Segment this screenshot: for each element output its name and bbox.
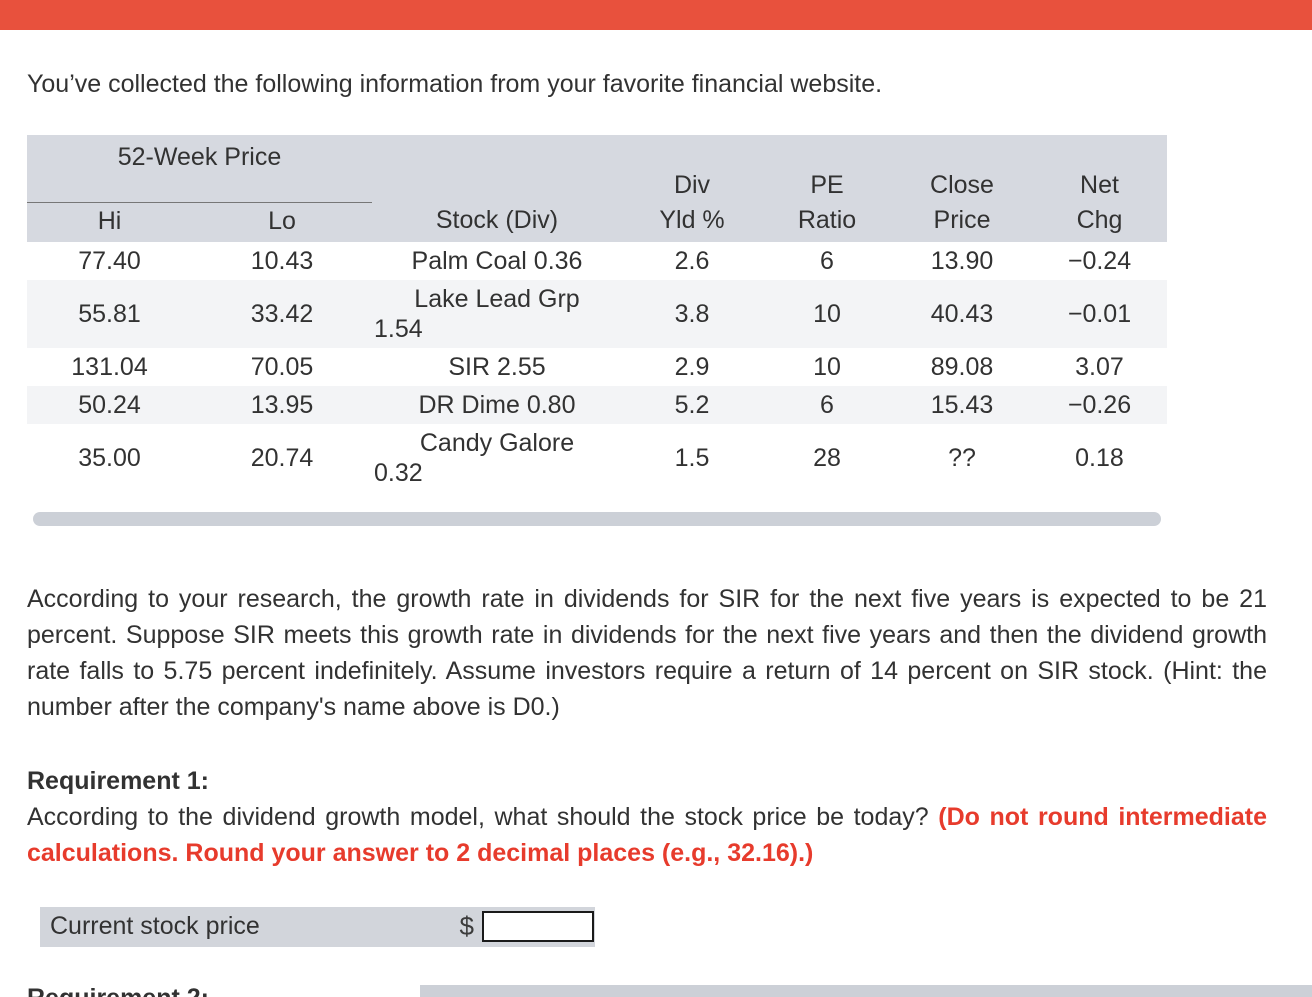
col-header-4: Yld % bbox=[622, 202, 762, 242]
col-header-top-5: PE bbox=[762, 171, 892, 202]
cell-div-yld: 2.9 bbox=[674, 352, 710, 381]
stock-row-1: 77.40 10.43 Palm Coal 0.36 2.6 6 13.90 −0.24 bbox=[27, 242, 1167, 280]
cell-net-chg: 3.07 bbox=[1075, 352, 1124, 381]
cell-close-price: 40.43 bbox=[930, 299, 994, 328]
col-header-3: Stock (Div) bbox=[372, 202, 622, 242]
header-spacer-6 bbox=[892, 135, 1032, 171]
col-header-top-3 bbox=[372, 171, 622, 202]
cell-div-yld: 2.6 bbox=[674, 246, 710, 275]
dollar-sign: $ bbox=[459, 911, 474, 941]
cell-pe-ratio: 10 bbox=[813, 299, 841, 328]
header-spacer-7 bbox=[1032, 135, 1167, 171]
cell-stock: Palm Coal 0.36 bbox=[372, 242, 622, 280]
stock-row-4: 50.24 13.95 DR Dime 0.80 5.2 6 15.43 −0.26 bbox=[27, 385, 1167, 424]
col-header-top-6: Close bbox=[892, 171, 1032, 202]
header-spacer-3 bbox=[372, 135, 622, 171]
cell-pe-ratio: 6 bbox=[820, 390, 834, 419]
next-section-bar bbox=[420, 985, 1312, 997]
stock-name: SIR 2.55 bbox=[448, 352, 546, 381]
horizontal-scrollbar[interactable] bbox=[33, 511, 1161, 526]
top-accent-bar bbox=[0, 0, 1312, 30]
stock-div-continued: 0.32 bbox=[374, 458, 423, 487]
assignment-content: You’ve collected the following informati… bbox=[0, 70, 1312, 947]
cell-pe-ratio: 6 bbox=[820, 246, 834, 275]
cell-net-chg: −0.26 bbox=[1067, 390, 1132, 419]
cell-lo: 10.43 bbox=[250, 246, 314, 275]
stock-div-continued: 1.54 bbox=[374, 314, 423, 343]
stock-row-5: 35.00 20.74 Candy Galore 0.32 1.5 28?? 0.18 bbox=[27, 424, 1167, 492]
col-header-1: Hi bbox=[27, 202, 192, 242]
cell-net-chg: 0.18 bbox=[1075, 443, 1124, 472]
cell-lo: 20.74 bbox=[250, 443, 314, 472]
col-header-2: Lo bbox=[192, 202, 372, 242]
stock-row-2: 55.81 33.42 Lake Lead Grp 1.54 3.8 10 40.43 −0.… bbox=[27, 279, 1167, 348]
cell-lo: 33.42 bbox=[250, 299, 314, 328]
header-spacer-5 bbox=[762, 135, 892, 171]
stock-quote-table: 52-Week Price Div PE Close Net Hi Lo Stock (Div… bbox=[27, 135, 1267, 492]
header-spacer-4 bbox=[622, 135, 762, 171]
rounding-instruction: (Do not round intermediate calculations.… bbox=[27, 802, 1267, 867]
cell-net-chg: −0.24 bbox=[1067, 246, 1132, 275]
cell-div-yld: 5.2 bbox=[674, 390, 710, 419]
answer-label: Current stock price bbox=[50, 912, 260, 940]
current-stock-price-input[interactable] bbox=[482, 911, 594, 942]
cell-div-yld: 3.8 bbox=[674, 299, 710, 328]
col-header-6: Price bbox=[892, 202, 1032, 242]
cell-close-price: ?? bbox=[948, 443, 976, 472]
cell-close-price: 15.43 bbox=[930, 390, 994, 419]
stock-name: Candy Galore bbox=[419, 428, 575, 457]
cell-hi: 77.40 bbox=[78, 246, 141, 275]
requirement1-heading: Requirement 1: bbox=[27, 766, 209, 795]
cell-stock: DR Dime 0.80 bbox=[372, 386, 622, 424]
cell-pe-ratio: 28 bbox=[813, 443, 841, 472]
cell-lo: 70.05 bbox=[250, 352, 314, 381]
answer-row: Current stock price $ bbox=[40, 906, 595, 947]
table-header: 52-Week Price Div PE Close Net Hi Lo Stock (Div… bbox=[27, 135, 1167, 242]
table-body: 77.40 10.43 Palm Coal 0.36 2.6 6 13.90 −0.24 55… bbox=[27, 242, 1167, 492]
requirement1-question: According to the dividend growth model, … bbox=[27, 799, 1267, 871]
requirement2-label: Requirement 2: bbox=[27, 985, 209, 997]
col-header-top-4: Div bbox=[622, 171, 762, 202]
col-header-5: Ratio bbox=[762, 202, 892, 242]
answer-input-group: $ bbox=[460, 911, 594, 942]
requirement2-heading-partial: Requirement 2: bbox=[27, 985, 209, 997]
col-header-top-7: Net bbox=[1032, 171, 1167, 202]
stock-name: Palm Coal 0.36 bbox=[411, 246, 583, 275]
cell-hi: 35.00 bbox=[78, 443, 141, 472]
cell-hi: 131.04 bbox=[71, 352, 148, 381]
col-header-7: Chg bbox=[1032, 202, 1167, 242]
stock-name: DR Dime 0.80 bbox=[418, 390, 576, 419]
question-text: According to the dividend growth model, … bbox=[27, 802, 939, 831]
col-group-52-week-price: 52-Week Price bbox=[27, 135, 372, 203]
intro-text: You’ve collected the following informati… bbox=[27, 70, 883, 98]
stock-name: Lake Lead Grp bbox=[414, 284, 580, 313]
cell-stock: Lake Lead Grp 1.54 bbox=[372, 280, 622, 348]
cell-hi: 55.81 bbox=[78, 299, 141, 328]
cell-hi: 50.24 bbox=[78, 390, 141, 419]
problem-paragraph: According to your research, the growth r… bbox=[27, 584, 1267, 721]
cell-net-chg: −0.01 bbox=[1067, 299, 1132, 328]
cell-stock: SIR 2.55 bbox=[372, 348, 622, 386]
cell-lo: 13.95 bbox=[250, 390, 314, 419]
stock-row-3: 131.04 70.05 SIR 2.55 2.9 10 89.08 3.07 bbox=[27, 348, 1167, 386]
cell-div-yld: 1.5 bbox=[674, 443, 710, 472]
cell-close-price: 13.90 bbox=[930, 246, 994, 275]
cell-stock: Candy Galore 0.32 bbox=[372, 424, 622, 492]
cell-pe-ratio: 10 bbox=[813, 352, 841, 381]
cell-close-price: 89.08 bbox=[930, 352, 994, 381]
